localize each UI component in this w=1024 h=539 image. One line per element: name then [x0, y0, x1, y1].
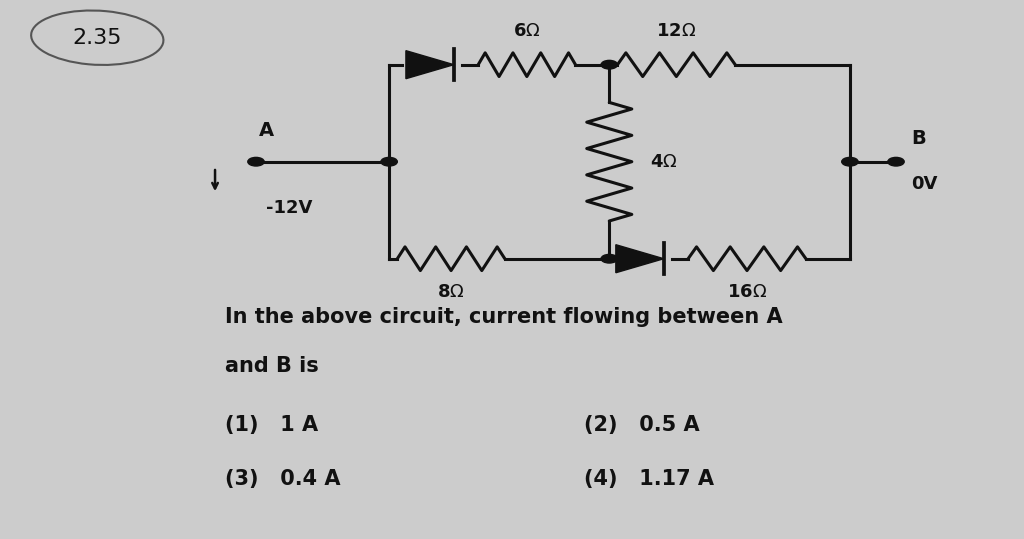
Text: In the above circuit, current flowing between A: In the above circuit, current flowing be…	[225, 307, 783, 327]
Circle shape	[601, 60, 617, 69]
Text: 0V: 0V	[911, 175, 938, 193]
Polygon shape	[615, 245, 664, 273]
Text: B: B	[911, 129, 926, 148]
Polygon shape	[406, 51, 454, 79]
Text: A: A	[259, 121, 273, 140]
Text: and B is: and B is	[225, 356, 319, 376]
Text: 8$\Omega$: 8$\Omega$	[437, 283, 465, 301]
Text: -12V: -12V	[266, 199, 312, 217]
Circle shape	[248, 157, 264, 166]
Text: (3)   0.4 A: (3) 0.4 A	[225, 469, 341, 489]
Circle shape	[842, 157, 858, 166]
Circle shape	[888, 157, 904, 166]
Text: (1)   1 A: (1) 1 A	[225, 415, 318, 435]
Circle shape	[601, 254, 617, 263]
Text: (2)   0.5 A: (2) 0.5 A	[584, 415, 699, 435]
Circle shape	[381, 157, 397, 166]
Text: 4$\Omega$: 4$\Omega$	[650, 153, 678, 171]
Text: 12$\Omega$: 12$\Omega$	[656, 23, 696, 40]
Text: 16$\Omega$: 16$\Omega$	[727, 283, 767, 301]
Text: (4)   1.17 A: (4) 1.17 A	[584, 469, 714, 489]
Text: 2.35: 2.35	[73, 27, 122, 48]
Text: 6$\Omega$: 6$\Omega$	[513, 23, 541, 40]
